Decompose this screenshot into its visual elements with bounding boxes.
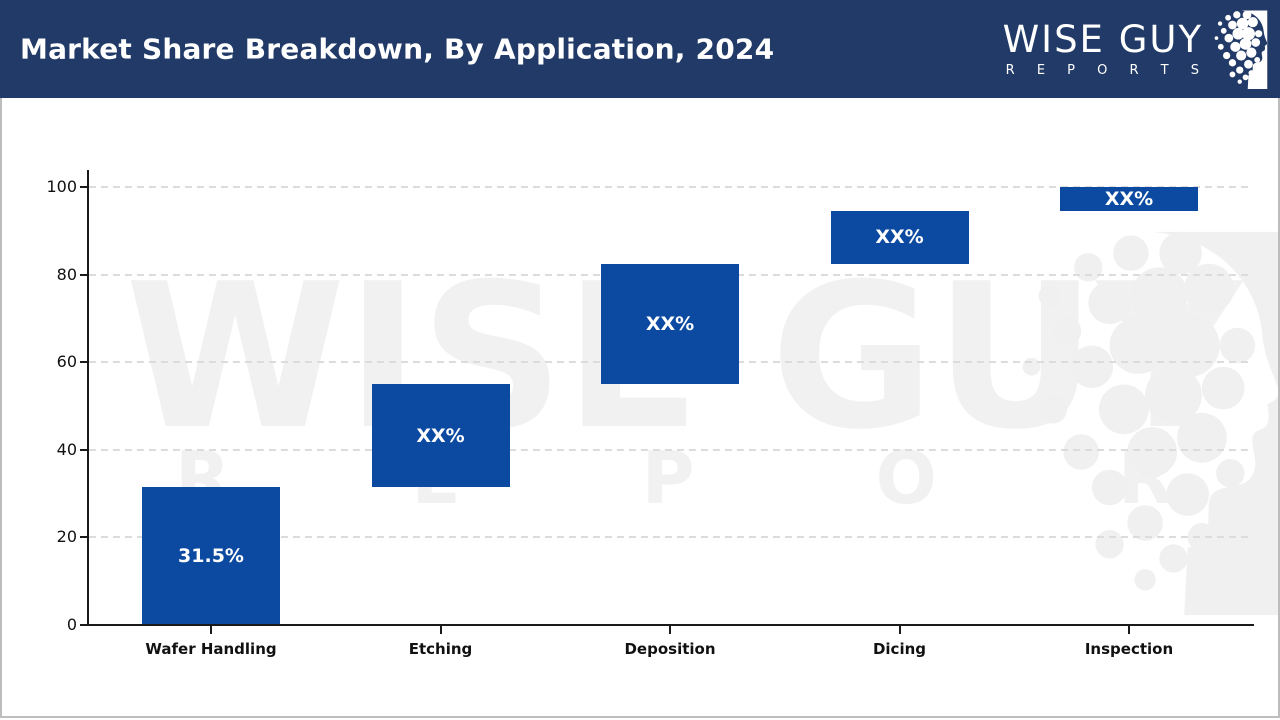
y-tick-mark-60 <box>80 361 89 364</box>
y-tick-label-60: 60 <box>56 352 77 372</box>
page-bottom-border <box>0 716 1280 718</box>
page-title: Market Share Breakdown, By Application, … <box>20 32 775 66</box>
x-tick-label-etching: Etching <box>408 640 473 658</box>
y-tick-label-100: 100 <box>46 177 77 196</box>
x-tick-label-deposition: Deposition <box>624 640 716 658</box>
gridline-100 <box>89 186 1253 188</box>
bar-etching: XX% <box>371 384 510 488</box>
x-tick-mark-inspection <box>1128 626 1130 634</box>
bar-value-label-deposition: XX% <box>645 312 695 335</box>
bar-inspection: XX% <box>1060 187 1198 212</box>
x-tick-mark-wafer-handling <box>210 626 212 634</box>
x-tick-label-inspection: Inspection <box>1084 640 1174 658</box>
x-axis-spine <box>87 624 1254 626</box>
y-tick-mark-20 <box>80 536 89 539</box>
y-tick-mark-80 <box>80 273 89 276</box>
bar-value-label-dicing: XX% <box>875 226 924 249</box>
wiseguy-logo: WISE GUY R E P O R T S <box>998 9 1268 89</box>
bar-deposition: XX% <box>601 263 739 385</box>
wiseguy-logo-text: WISE GUY R E P O R T S <box>998 21 1208 78</box>
y-tick-mark-40 <box>80 448 89 451</box>
bar-wafer-handling: 31.5% <box>142 487 280 625</box>
bar-value-label-inspection: XX% <box>1104 188 1154 211</box>
x-tick-mark-etching <box>439 626 442 634</box>
y-tick-mark-100 <box>80 186 89 188</box>
bar-dicing: XX% <box>830 211 969 264</box>
y-tick-label-80: 80 <box>56 264 77 284</box>
y-tick-label-40: 40 <box>56 439 77 459</box>
x-tick-label-wafer-handling: Wafer Handling <box>145 640 277 658</box>
bar-value-label-etching: XX% <box>416 424 465 447</box>
x-tick-mark-dicing <box>898 626 901 634</box>
gridline-20 <box>89 536 1253 539</box>
y-tick-mark-0 <box>80 624 89 626</box>
x-tick-label-dicing: Dicing <box>872 640 927 658</box>
logo-subtext: R E P O R T S <box>1005 62 1208 78</box>
logo-wordmark: WISE GUY <box>1002 17 1204 61</box>
gridline-40 <box>89 448 1253 451</box>
y-tick-label-20: 20 <box>56 527 77 547</box>
page-left-border <box>0 98 2 717</box>
x-tick-mark-deposition <box>669 626 671 634</box>
y-axis-spine <box>87 170 89 626</box>
bar-value-label-wafer-handling: 31.5% <box>178 545 244 567</box>
y-tick-label-0: 0 <box>66 615 77 634</box>
header-bar: Market Share Breakdown, By Application, … <box>0 0 1280 98</box>
